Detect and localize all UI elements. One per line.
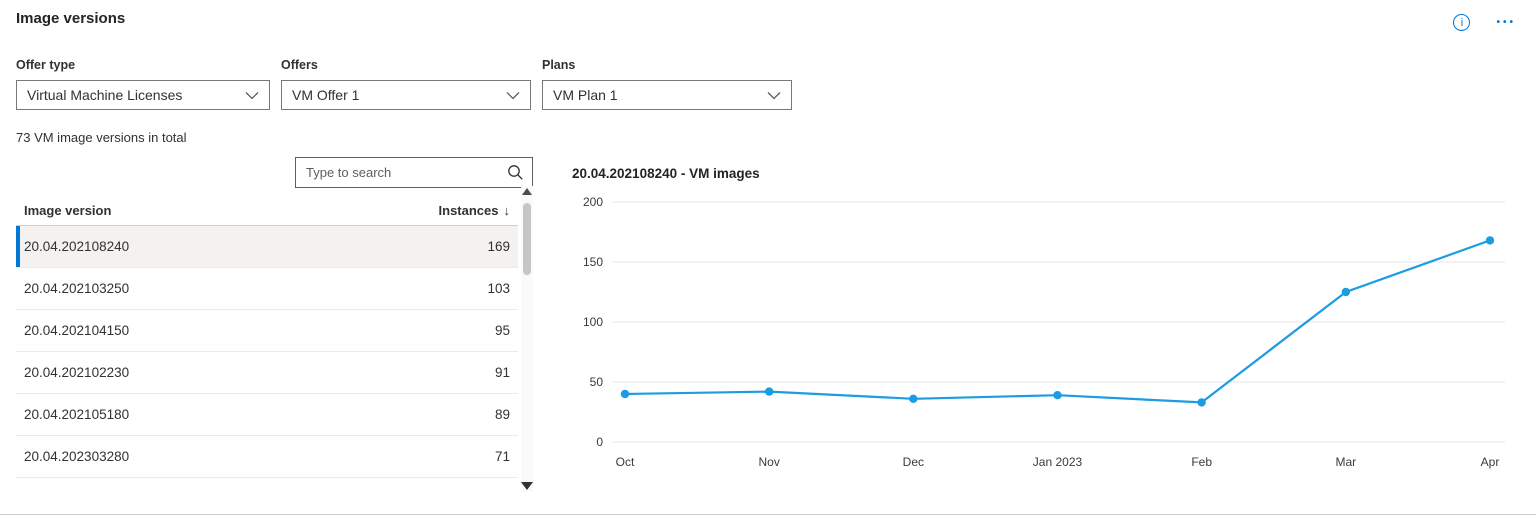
plans-dropdown[interactable]: VM Plan 1 (542, 80, 792, 110)
svg-text:50: 50 (590, 375, 604, 389)
instances-cell: 169 (487, 239, 510, 254)
sort-descending-icon: ↓ (503, 203, 511, 218)
offers-dropdown[interactable]: VM Offer 1 (281, 80, 531, 110)
image-version-table: Image version Instances ↓ 20.04.202108240… (16, 196, 518, 478)
table-row[interactable]: 20.04.202303280 71 (16, 436, 518, 478)
svg-text:150: 150 (583, 255, 603, 269)
instances-cell: 91 (494, 365, 510, 380)
svg-text:Dec: Dec (903, 455, 924, 469)
svg-text:Apr: Apr (1481, 455, 1500, 469)
svg-text:Mar: Mar (1335, 455, 1356, 469)
plans-filter: Plans VM Plan 1 (542, 58, 792, 110)
table-row[interactable]: 20.04.202102230 91 (16, 352, 518, 394)
image-version-cell: 20.04.202105180 (24, 407, 130, 422)
instances-cell: 71 (494, 449, 510, 464)
svg-text:0: 0 (596, 435, 603, 449)
total-count-text: 73 VM image versions in total (16, 130, 187, 145)
page-title: Image versions (16, 10, 126, 27)
image-version-cell: 20.04.202108240 (24, 239, 130, 254)
svg-text:Jan 2023: Jan 2023 (1033, 455, 1083, 469)
instances-cell: 89 (494, 407, 510, 422)
offers-label: Offers (281, 58, 318, 72)
offers-value: VM Offer 1 (292, 87, 360, 103)
table-header: Image version Instances ↓ (16, 196, 518, 226)
chevron-down-icon (767, 87, 781, 103)
offer-type-dropdown[interactable]: Virtual Machine Licenses (16, 80, 270, 110)
column-header-image-version: Image version (24, 203, 112, 218)
instances-cell: 103 (487, 281, 510, 296)
search-input[interactable] (296, 158, 507, 187)
table-row[interactable]: 20.04.202103250 103 (16, 268, 518, 310)
svg-text:Nov: Nov (758, 455, 779, 469)
svg-text:Oct: Oct (616, 455, 635, 469)
plans-label: Plans (542, 58, 576, 72)
scrollbar-thumb[interactable] (523, 203, 531, 275)
image-version-cell: 20.04.202102230 (24, 365, 130, 380)
svg-text:200: 200 (583, 195, 603, 209)
info-icon[interactable]: i (1453, 14, 1471, 31)
table-scrollbar[interactable] (521, 186, 533, 492)
filter-bar: Offer type Virtual Machine Licenses Offe… (16, 58, 803, 110)
image-version-cell: 20.04.202303280 (24, 449, 130, 464)
offer-type-label: Offer type (16, 58, 76, 72)
image-version-cell: 20.04.202104150 (24, 323, 130, 338)
chart-panel: 20.04.202108240 - VM images 0 50 100 150 200… (572, 166, 1522, 492)
chart-title: 20.04.202108240 - VM images (572, 166, 760, 181)
chevron-down-icon (245, 87, 259, 103)
chevron-down-icon (506, 87, 520, 103)
instances-cell: 95 (494, 323, 510, 338)
plans-value: VM Plan 1 (553, 87, 618, 103)
table-row[interactable]: 20.04.202104150 95 (16, 310, 518, 352)
search-box (295, 157, 533, 188)
table-row[interactable]: 20.04.202105180 89 (16, 394, 518, 436)
vm-images-line-chart: 0 50 100 150 200 Oct Nov Dec Jan 2023 Feb Mar Apr (583, 195, 1505, 469)
column-header-instances[interactable]: Instances ↓ (438, 203, 511, 218)
table-row[interactable]: 20.04.202108240 169 (16, 226, 518, 268)
search-icon[interactable] (507, 164, 524, 181)
offer-type-filter: Offer type Virtual Machine Licenses (16, 58, 270, 110)
image-version-cell: 20.04.202103250 (24, 281, 130, 296)
offer-type-value: Virtual Machine Licenses (27, 87, 183, 103)
svg-text:Feb: Feb (1191, 455, 1212, 469)
header-actions: i ••• (1453, 14, 1516, 31)
more-options-icon[interactable]: ••• (1496, 17, 1516, 28)
svg-text:100: 100 (583, 315, 603, 329)
offers-filter: Offers VM Offer 1 (281, 58, 531, 110)
scroll-down-icon[interactable] (521, 482, 533, 490)
scroll-up-icon[interactable] (522, 188, 532, 195)
